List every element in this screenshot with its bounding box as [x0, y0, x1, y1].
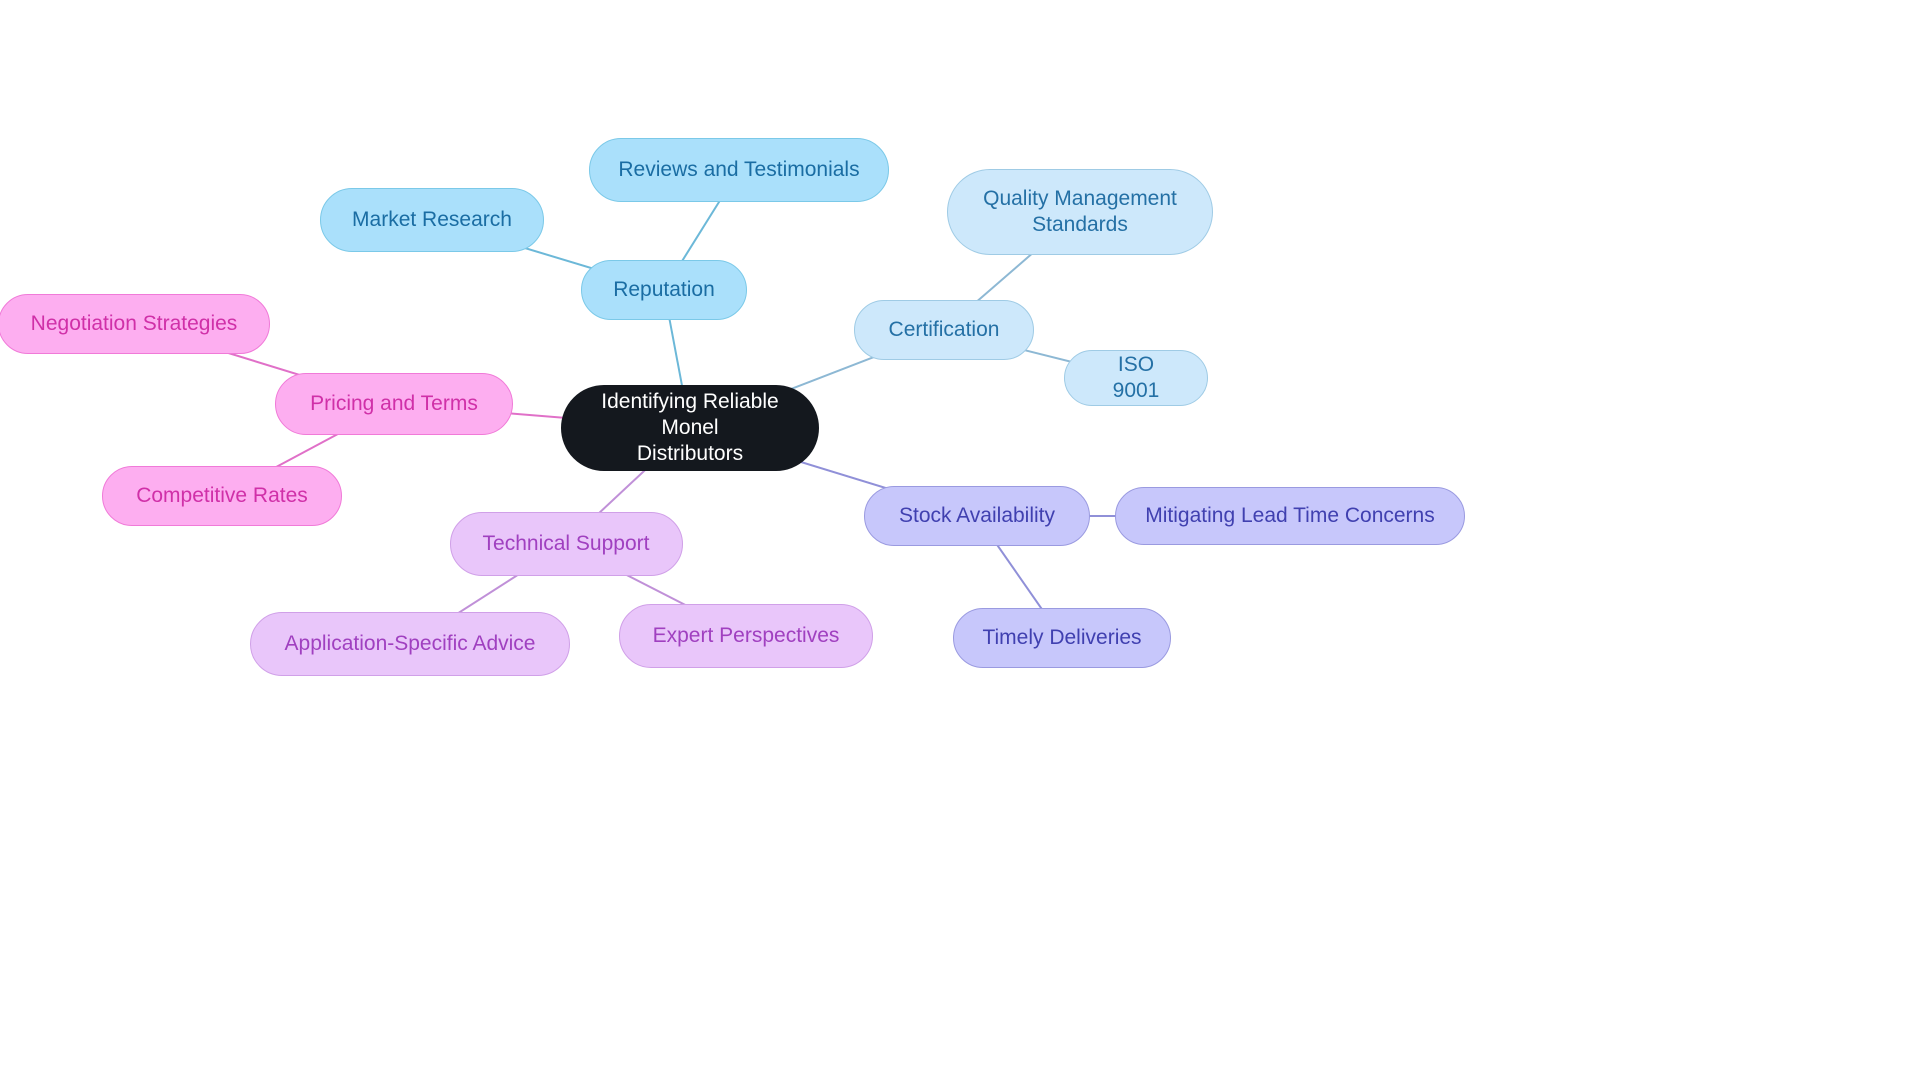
- node-reviews: Reviews and Testimonials: [589, 138, 889, 202]
- node-app_advice: Application-Specific Advice: [250, 612, 570, 676]
- node-qms: Quality Management Standards: [947, 169, 1213, 255]
- node-reputation: Reputation: [581, 260, 747, 320]
- node-timely: Timely Deliveries: [953, 608, 1171, 668]
- node-center: Identifying Reliable Monel Distributors: [561, 385, 819, 471]
- node-lead_time: Mitigating Lead Time Concerns: [1115, 487, 1465, 545]
- node-certification: Certification: [854, 300, 1034, 360]
- node-stock: Stock Availability: [864, 486, 1090, 546]
- node-negotiation: Negotiation Strategies: [0, 294, 270, 354]
- node-pricing: Pricing and Terms: [275, 373, 513, 435]
- node-iso: ISO 9001: [1064, 350, 1208, 406]
- node-market_research: Market Research: [320, 188, 544, 252]
- node-competitive: Competitive Rates: [102, 466, 342, 526]
- mindmap-canvas: Identifying Reliable Monel Distributors R…: [0, 0, 1920, 1083]
- node-tech_support: Technical Support: [450, 512, 683, 576]
- node-expert: Expert Perspectives: [619, 604, 873, 668]
